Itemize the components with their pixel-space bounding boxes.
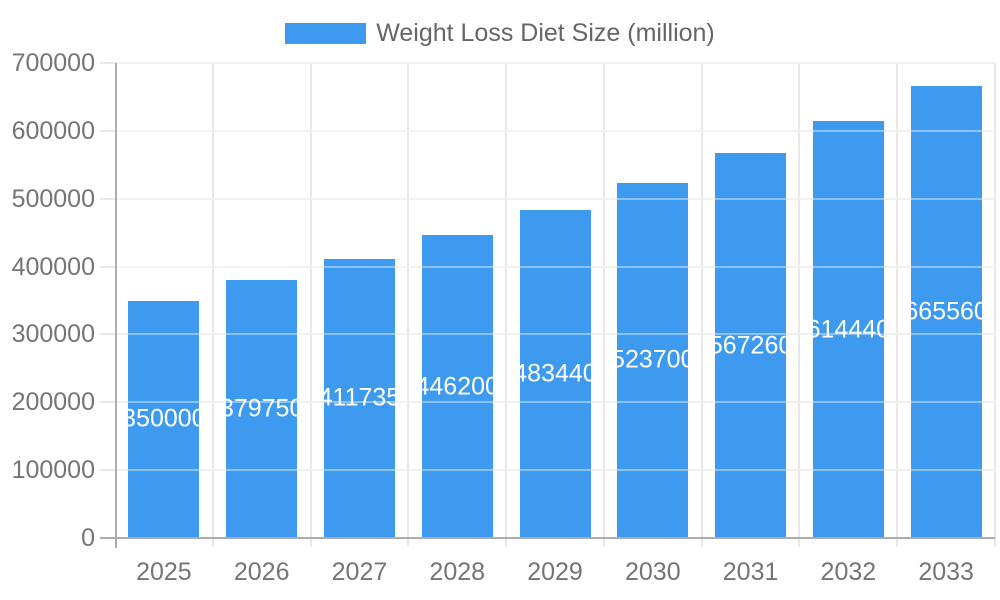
gridline-v	[700, 63, 703, 547]
y-axis-line	[115, 63, 117, 548]
y-axis-labels: 0 100000 200000 300000 400000 500000 600000 700…	[0, 49, 95, 552]
bar-value-label: 446200	[421, 372, 493, 401]
x-tick-label: 2030	[624, 558, 681, 586]
bar-value-label: 379750	[226, 394, 298, 423]
bar-2030[interactable]: 523700	[617, 182, 689, 538]
bar-2031[interactable]: 567260	[715, 153, 787, 538]
x-tick-label: 2032	[820, 558, 877, 586]
x-axis-line	[100, 537, 995, 539]
bar-2025[interactable]: 350000	[128, 300, 200, 538]
gridline-v	[994, 63, 996, 547]
bar-2026[interactable]: 379750	[226, 280, 298, 538]
bar-value-label: 567260	[715, 331, 787, 360]
x-tick-label: 2028	[429, 558, 486, 586]
bar-2027[interactable]: 411735	[323, 258, 395, 538]
x-tick-label: 2031	[722, 558, 779, 586]
y-tick-label: 600000	[11, 116, 95, 145]
bar-value-label: 665560	[910, 297, 982, 326]
y-tick-label: 0	[81, 524, 95, 552]
legend-label: Weight Loss Diet Size (million)	[376, 18, 715, 47]
gridline-v	[602, 63, 605, 547]
gridline-h	[100, 197, 995, 200]
gridline-v	[896, 63, 899, 547]
x-tick-label: 2025	[136, 558, 192, 586]
gridline-v	[309, 63, 312, 547]
x-tick-label: 2029	[527, 558, 583, 586]
x-tick-label: 2033	[918, 558, 974, 586]
y-tick-label: 400000	[11, 252, 95, 281]
x-tick-label: 2027	[331, 558, 388, 586]
bar-2028[interactable]: 446200	[421, 235, 493, 538]
bar-value-label: 614440	[812, 315, 884, 344]
y-tick-label: 300000	[11, 320, 95, 349]
bar-2032[interactable]: 614440	[812, 121, 884, 538]
bar-value-label: 411735	[323, 383, 395, 412]
y-tick-label: 100000	[11, 456, 95, 485]
bar-2029[interactable]: 483440	[519, 209, 591, 538]
y-tick-label: 700000	[11, 49, 95, 77]
gridline-v	[211, 63, 214, 547]
x-axis-labels: 2025 2026 2027 2028 2029 2030 2031 2032 2033	[115, 556, 995, 588]
legend-swatch	[285, 22, 367, 44]
gridline-h	[100, 129, 995, 132]
y-tick-label: 500000	[11, 184, 95, 213]
bar-value-label: 483440	[519, 359, 591, 388]
legend[interactable]: Weight Loss Diet Size (million)	[0, 8, 1000, 58]
x-tick-label: 2026	[233, 558, 290, 586]
gridline-h	[100, 62, 995, 64]
y-tick-label: 200000	[11, 388, 95, 417]
plot-area: 350000 379750 411735 446200 483440 523700 5672…	[100, 62, 996, 548]
gridline-v	[798, 63, 801, 547]
gridline-v	[407, 63, 410, 547]
bar-value-label: 523700	[617, 345, 689, 374]
gridline-v	[505, 63, 508, 547]
bar-2033[interactable]: 665560	[910, 86, 982, 538]
bar-value-label: 350000	[128, 404, 200, 433]
